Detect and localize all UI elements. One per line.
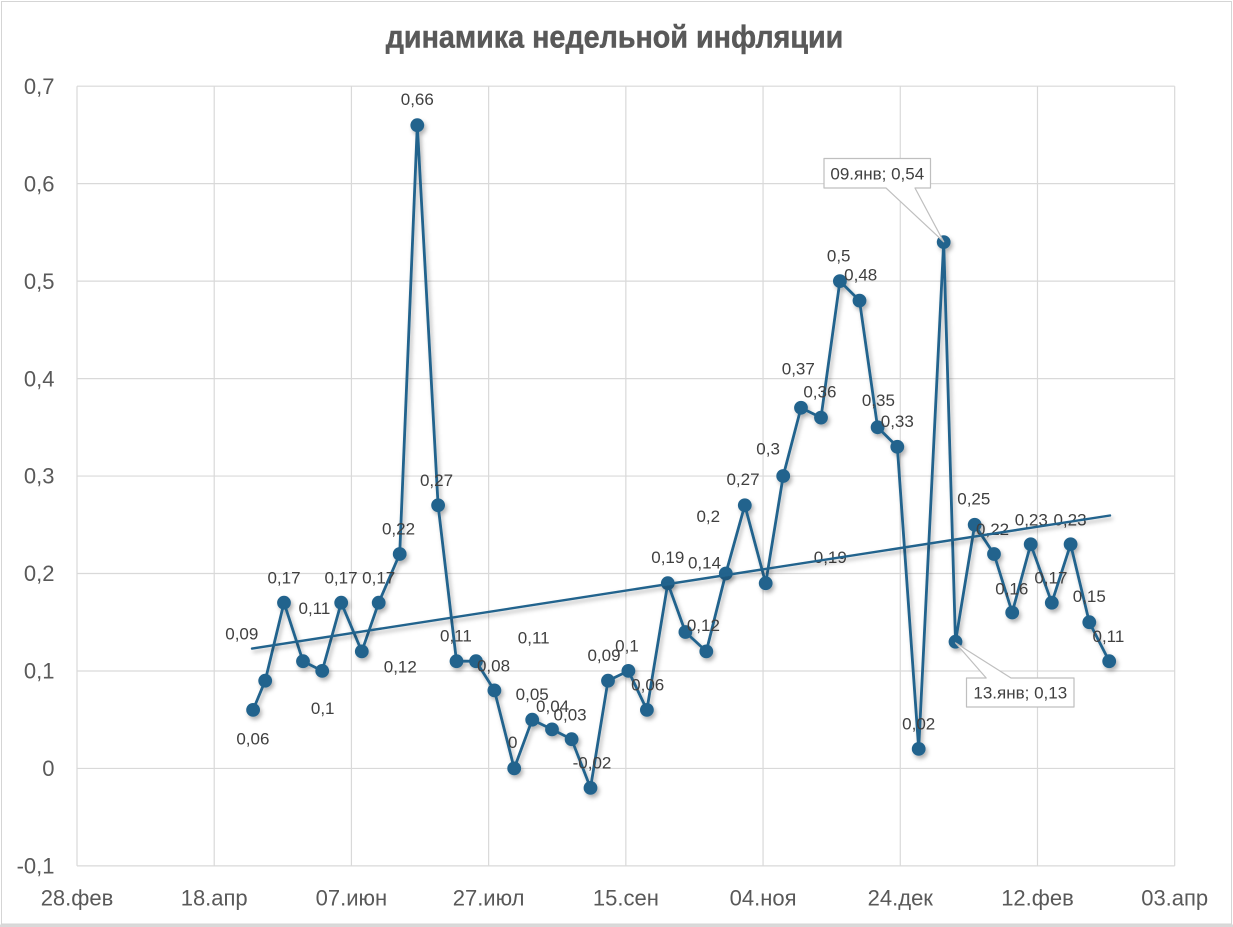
- svg-text:24.дек: 24.дек: [868, 886, 934, 911]
- svg-text:0,1: 0,1: [24, 659, 55, 684]
- svg-text:0,17: 0,17: [1034, 568, 1067, 587]
- svg-text:0,08: 0,08: [477, 657, 510, 676]
- svg-text:0,19: 0,19: [651, 548, 684, 567]
- svg-text:0,48: 0,48: [844, 266, 877, 285]
- svg-text:0,5: 0,5: [24, 269, 55, 294]
- svg-text:0,06: 0,06: [236, 729, 269, 748]
- svg-text:0,06: 0,06: [631, 675, 664, 694]
- svg-text:0,11: 0,11: [1092, 627, 1124, 646]
- svg-text:0: 0: [42, 756, 54, 781]
- svg-text:0,11: 0,11: [440, 626, 472, 645]
- svg-text:0,02: 0,02: [902, 715, 935, 734]
- svg-text:03.апр: 03.апр: [1141, 886, 1208, 911]
- svg-text:0,66: 0,66: [401, 90, 434, 109]
- svg-text:-0,1: -0,1: [17, 854, 55, 879]
- svg-text:28.фев: 28.фев: [41, 886, 114, 911]
- svg-text:0,37: 0,37: [782, 359, 815, 378]
- svg-text:0,2: 0,2: [696, 507, 720, 526]
- svg-text:0,14: 0,14: [688, 554, 721, 573]
- svg-text:0,1: 0,1: [615, 637, 639, 656]
- svg-text:07.июн: 07.июн: [316, 886, 388, 911]
- svg-text:0,5: 0,5: [827, 247, 851, 266]
- svg-text:0,3: 0,3: [756, 439, 780, 458]
- svg-text:0,22: 0,22: [382, 520, 415, 539]
- svg-text:0,1: 0,1: [311, 699, 335, 718]
- svg-text:0,23: 0,23: [1015, 510, 1048, 529]
- svg-text:0,4: 0,4: [24, 366, 55, 391]
- svg-text:12.фев: 12.фев: [1001, 886, 1074, 911]
- svg-text:18.апр: 18.апр: [181, 886, 248, 911]
- svg-text:0,33: 0,33: [881, 412, 914, 431]
- svg-text:0,17: 0,17: [362, 568, 395, 587]
- svg-text:0,03: 0,03: [554, 706, 587, 725]
- svg-text:0,09: 0,09: [225, 625, 258, 644]
- svg-text:27.июл: 27.июл: [453, 886, 525, 911]
- svg-text:-0,02: -0,02: [573, 754, 612, 773]
- svg-text:04.ноя: 04.ноя: [730, 886, 797, 911]
- svg-text:0,27: 0,27: [726, 470, 759, 489]
- svg-text:0,15: 0,15: [1073, 587, 1106, 606]
- svg-text:0,12: 0,12: [384, 658, 417, 677]
- svg-text:0,19: 0,19: [814, 548, 847, 567]
- svg-text:0,17: 0,17: [324, 568, 357, 587]
- svg-text:0,3: 0,3: [24, 464, 55, 489]
- svg-text:динамика недельной инфляции: динамика недельной инфляции: [386, 20, 844, 54]
- svg-text:0,23: 0,23: [1053, 510, 1086, 529]
- svg-text:0,11: 0,11: [518, 628, 550, 647]
- svg-text:0,04: 0,04: [536, 697, 569, 716]
- svg-text:0,12: 0,12: [687, 616, 720, 635]
- svg-text:0,2: 0,2: [24, 561, 55, 586]
- svg-text:0,16: 0,16: [995, 579, 1028, 598]
- svg-text:0,11: 0,11: [298, 599, 330, 618]
- svg-text:09.янв; 0,54: 09.янв; 0,54: [830, 165, 924, 184]
- svg-text:13.янв; 0,13: 13.янв; 0,13: [973, 684, 1067, 703]
- svg-text:0,6: 0,6: [24, 171, 55, 196]
- svg-text:0,05: 0,05: [516, 685, 549, 704]
- svg-text:0,25: 0,25: [957, 489, 990, 508]
- svg-text:15.сен: 15.сен: [593, 886, 659, 911]
- svg-text:0,17: 0,17: [267, 568, 300, 587]
- svg-text:0,35: 0,35: [862, 391, 895, 410]
- svg-text:0: 0: [508, 733, 517, 752]
- svg-text:0,27: 0,27: [420, 471, 453, 490]
- svg-text:0,09: 0,09: [587, 646, 620, 665]
- svg-text:0,36: 0,36: [803, 383, 836, 402]
- svg-text:0,7: 0,7: [24, 74, 55, 99]
